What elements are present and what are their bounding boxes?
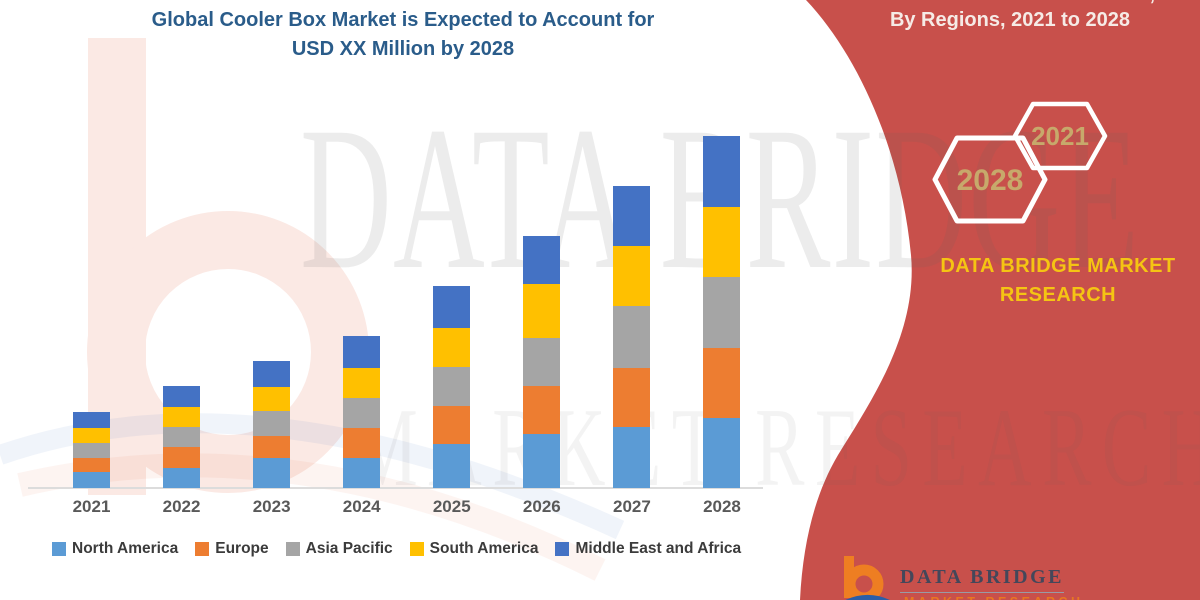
hexagon-2021 [1012,101,1108,171]
bar-segment-2025-middle-east-and-africa [433,286,471,328]
bar-segment-2027-asia-pacific [613,306,651,368]
legend-swatch-icon [555,542,570,556]
bar-segment-2028-asia-pacific [703,277,741,348]
bar-segment-2022-europe [163,447,201,468]
legend-item-asia-pacific: Asia Pacific [285,540,393,558]
bar-segment-2023-middle-east-and-africa [253,361,291,387]
banner-clipped-top-line: Global Cooler Box Market, [880,0,1180,6]
legend-label: Asia Pacific [305,540,393,557]
bar-2025 [433,286,471,488]
legend-item-north-america: North America [52,540,178,558]
bar-segment-2027-south-america [613,246,651,306]
bar-segment-2026-middle-east-and-africa [523,236,561,284]
legend-label: Europe [215,540,269,557]
bar-segment-2022-north-america [163,468,201,488]
bar-segment-2021-middle-east-and-africa [73,412,110,428]
bar-segment-2024-middle-east-and-africa [343,336,381,368]
bar-segment-2024-asia-pacific [343,398,381,428]
x-axis-label-2024: 2024 [342,497,381,516]
legend-swatch-icon [285,542,300,556]
legend-item-europe: Europe [195,540,269,558]
bar-segment-2028-middle-east-and-africa [703,136,741,207]
bar-2026 [523,236,561,488]
bar-segment-2021-north-america [73,472,110,488]
watermark-logo-bowl [87,211,369,493]
legend-label: South America [429,540,539,557]
x-axis-line [28,487,763,489]
bar-segment-2023-europe [253,436,291,458]
bar-segment-2022-asia-pacific [163,427,201,447]
watermark-text-line2: MARKET RESEARCH [352,386,1200,510]
x-axis-label-2026: 2026 [522,497,561,516]
bar-segment-2024-north-america [343,458,381,488]
bar-segment-2027-europe [613,368,651,427]
hexagon-badges: 2021 2028 [932,101,1108,224]
legend-swatch-icon [52,542,66,556]
x-axis-label-2022: 2022 [162,497,201,516]
banner-brand-text: DATA BRIDGE MARKET RESEARCH [940,255,1176,306]
bar-segment-2027-north-america [613,427,651,488]
legend-item-middle-east-and-africa: Middle East and Africa [555,540,741,558]
x-axis-label-2027: 2027 [612,497,651,516]
bar-segment-2021-europe [73,458,110,472]
bar-segment-2027-middle-east-and-africa [613,186,651,246]
bar-2021 [73,412,110,488]
hexagon-2028 [932,135,1048,224]
hexagon-2021-label: 2021 [1031,121,1089,151]
bar-segment-2025-europe [433,406,471,444]
legend-swatch-icon [409,542,424,556]
chart-title-line2: USD XX Million by 2028 [291,38,515,60]
bar-segment-2023-south-america [253,387,291,411]
bar-2024 [343,336,381,488]
hexagon-2028-label: 2028 [957,164,1024,197]
red-banner-shape [800,0,1200,600]
bar-segment-2023-north-america [253,458,291,488]
x-axis-label-2028: 2028 [703,497,741,516]
bar-segment-2025-asia-pacific [433,367,471,406]
footer-logo-name: DATA BRIDGE [900,566,1065,593]
x-axis-label-2025: 2025 [432,497,471,516]
chart-title-line1: Global Cooler Box Market is Expected to … [151,9,655,31]
legend-swatch-icon [195,542,210,556]
x-axis-label-2021: 2021 [72,497,111,516]
chart-legend: North America Europe Asia Pacific South Ame… [52,540,741,558]
bar-segment-2026-south-america [523,284,561,338]
bar-segment-2026-north-america [523,434,561,488]
bar-2028 [703,136,741,488]
bar-segment-2028-north-america [703,418,741,488]
bar-segment-2025-north-america [433,444,471,488]
footer-logo-mark-icon [844,556,890,600]
legend-label: Middle East and Africa [575,540,742,557]
legend-item-south-america: South America [409,540,539,558]
footer-logo-subtext: MARKET RESEARCH [904,595,1084,600]
footer-logo: DATA BRIDGE MARKET RESEARCH [838,556,1158,600]
bar-segment-2026-europe [523,386,561,434]
bar-segment-2026-asia-pacific [523,338,561,386]
legend-label: North America [72,540,179,557]
bar-segment-2022-middle-east-and-africa [163,386,201,407]
banner-subtitle: By Regions, 2021 to 2028 [889,9,1131,31]
bar-segment-2021-asia-pacific [73,443,110,458]
x-axis-label-2023: 2023 [252,497,291,516]
bar-segment-2024-south-america [343,368,381,398]
bar-segment-2024-europe [343,428,381,458]
bar-2022 [163,386,201,488]
bar-segment-2025-south-america [433,328,471,367]
bar-segment-2023-asia-pacific [253,411,291,436]
bar-segment-2022-south-america [163,407,201,427]
bar-2023 [253,361,291,488]
bar-segment-2028-south-america [703,207,741,277]
bar-segment-2028-europe [703,348,741,418]
chart-title: Global Cooler Box Market is Expected to … [78,6,728,64]
bar-segment-2021-south-america [73,428,110,443]
bar-2027 [613,186,651,488]
